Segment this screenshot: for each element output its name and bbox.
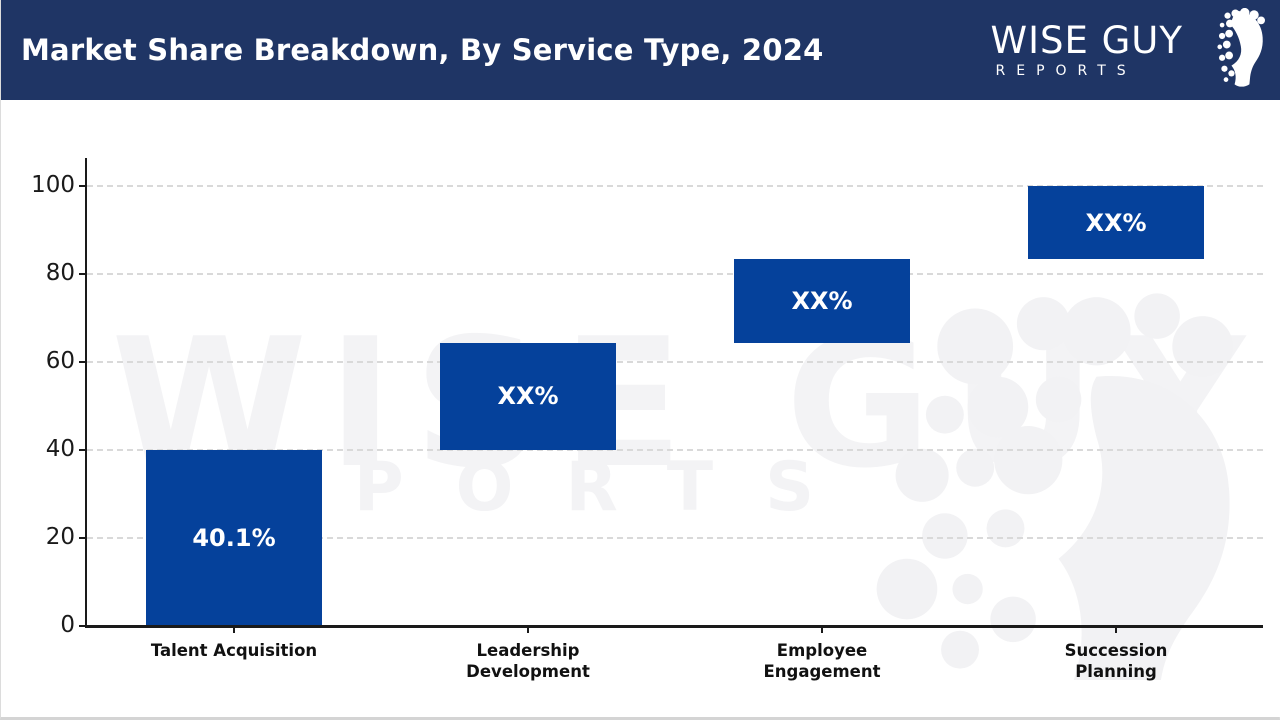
x-tick-mark	[233, 626, 235, 633]
y-tick-label: 100	[31, 172, 75, 198]
y-tick-label: 0	[60, 612, 75, 638]
face-dots-icon	[1217, 8, 1265, 87]
y-tick-mark	[79, 361, 87, 363]
bar-segment: XX%	[440, 342, 616, 450]
x-axis-line	[85, 625, 1263, 628]
gridline	[87, 449, 1263, 451]
y-axis-line	[85, 158, 87, 628]
gridline	[87, 273, 1263, 275]
bar-value-label: XX%	[497, 382, 559, 411]
x-tick-label: Employee Engagement	[763, 641, 881, 681]
y-tick-label: 20	[45, 524, 75, 550]
bar-segment: XX%	[734, 259, 910, 343]
y-tick-mark	[79, 537, 87, 539]
bar-value-label: XX%	[1085, 208, 1147, 237]
x-tick-label: Talent Acquisition	[150, 641, 318, 660]
y-tick-mark	[79, 273, 87, 275]
logo-wordmark: WISE GUY	[990, 18, 1183, 62]
gridline	[87, 537, 1263, 539]
bar-segment: XX%	[1028, 186, 1204, 260]
y-tick-label: 60	[45, 348, 75, 374]
y-tick-label: 40	[45, 436, 75, 462]
brand-logo-text: WISE GUY REPORTS	[990, 18, 1183, 79]
x-tick-mark	[821, 626, 823, 633]
bar-value-label: 40.1%	[192, 523, 276, 552]
bar-value-label: XX%	[791, 287, 853, 316]
chart-area: WISE GUY REPORTS 0 20 40 60 80 100 40.1% Talent…	[1, 100, 1280, 717]
page-title: Market Share Breakdown, By Service Type,…	[21, 33, 824, 67]
brand-logo: WISE GUY REPORTS	[991, 8, 1265, 92]
x-tick-label: Leadership Development	[466, 641, 590, 681]
gridline	[87, 185, 1263, 187]
y-tick-mark	[79, 625, 87, 627]
x-tick-mark	[527, 626, 529, 633]
x-tick-label: Succession Planning	[1064, 641, 1168, 681]
bar-segment: 40.1%	[146, 449, 322, 626]
y-tick-label: 80	[45, 260, 75, 286]
x-tick-mark	[1115, 626, 1117, 633]
y-tick-mark	[79, 449, 87, 451]
header-bar: Market Share Breakdown, By Service Type,…	[1, 0, 1280, 100]
y-tick-mark	[79, 185, 87, 187]
watermark-face-dots	[876, 293, 1233, 680]
logo-subtext: REPORTS	[995, 62, 1137, 79]
gridline	[87, 361, 1263, 363]
